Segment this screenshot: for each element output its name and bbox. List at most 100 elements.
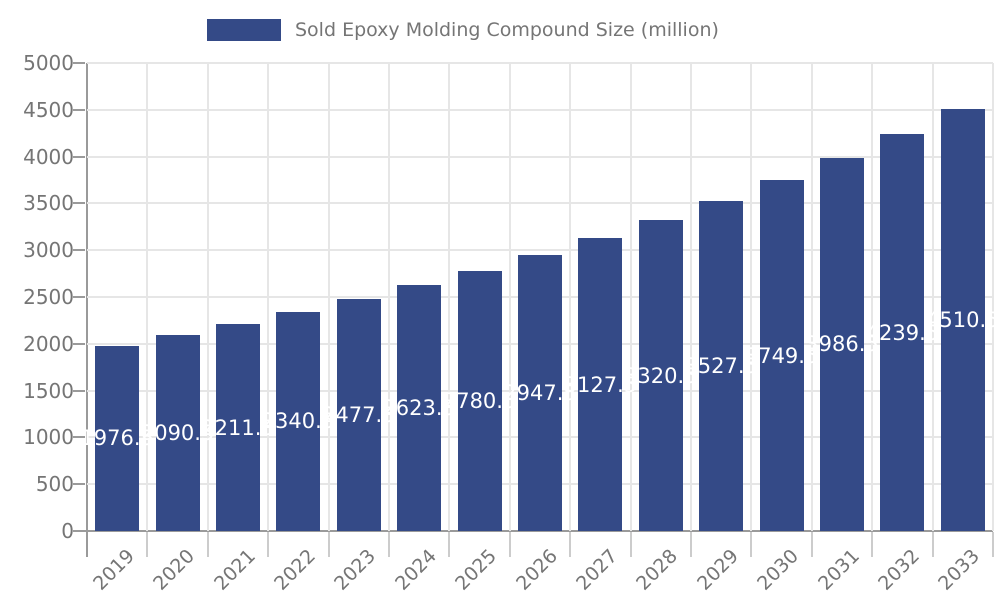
bar bbox=[95, 346, 140, 531]
x-tick-mark bbox=[388, 532, 390, 557]
y-tick-mark bbox=[73, 62, 85, 64]
y-tick-label: 2500 bbox=[23, 285, 74, 309]
bar bbox=[578, 238, 623, 531]
bar bbox=[336, 299, 381, 531]
y-tick-mark bbox=[73, 530, 85, 532]
v-gridline bbox=[448, 63, 451, 531]
x-tick-mark bbox=[267, 532, 270, 557]
x-tick-label: 2024 bbox=[391, 545, 441, 595]
y-tick-mark bbox=[73, 155, 85, 158]
x-tick-label: 2021 bbox=[209, 545, 260, 595]
plot-area: 1976.5 2090.5 2211.5 2340.5 2477.5 2623.5 2780… bbox=[80, 62, 1000, 531]
x-tick-mark bbox=[931, 532, 934, 557]
y-tick-mark bbox=[73, 202, 85, 205]
x-tick-label: 2030 bbox=[753, 545, 804, 595]
bar-value-label: 3986.5 bbox=[805, 332, 879, 357]
v-gridline bbox=[327, 63, 330, 531]
v-gridline bbox=[569, 63, 572, 531]
legend-label: Sold Epoxy Molding Compound Size (millio… bbox=[295, 19, 719, 41]
y-tick-label: 4000 bbox=[23, 144, 74, 169]
x-tick-label: 2033 bbox=[934, 545, 985, 595]
x-tick-label: 2032 bbox=[874, 545, 924, 595]
bar-value-label: 1976.5 bbox=[80, 426, 154, 451]
v-gridline bbox=[267, 63, 270, 531]
y-tick-label: 0 bbox=[61, 519, 74, 543]
bar-value-label: 2477.5 bbox=[322, 403, 396, 428]
v-gridline bbox=[388, 63, 390, 531]
v-gridline bbox=[206, 63, 209, 531]
bar-value-label: 2623.5 bbox=[382, 396, 456, 421]
x-tick-mark bbox=[810, 532, 813, 557]
bar-value-label: 3127.5 bbox=[563, 372, 638, 397]
bar-value-label: 3320.5 bbox=[624, 363, 698, 388]
x-tick-mark bbox=[992, 532, 994, 557]
bar bbox=[820, 157, 864, 531]
y-tick-label: 1000 bbox=[23, 425, 74, 450]
x-tick-mark bbox=[508, 532, 511, 557]
x-tick-label: 2019 bbox=[89, 545, 139, 595]
v-gridline bbox=[810, 63, 813, 531]
bar bbox=[155, 335, 200, 531]
v-gridline bbox=[690, 63, 692, 531]
x-tick-mark bbox=[146, 532, 149, 557]
x-tick-label: 2026 bbox=[511, 545, 562, 595]
bar-value-label: 2947.5 bbox=[503, 381, 577, 406]
y-tick-mark bbox=[73, 249, 85, 252]
x-tick-mark bbox=[750, 532, 753, 557]
bar-value-label: 2090.5 bbox=[140, 421, 215, 446]
x-tick-mark bbox=[569, 532, 572, 557]
bar bbox=[699, 200, 744, 531]
bar bbox=[457, 270, 502, 531]
x-tick-label: 2027 bbox=[572, 545, 622, 595]
y-tick-mark bbox=[73, 483, 85, 486]
v-gridline bbox=[931, 63, 934, 531]
x-tick-mark bbox=[629, 532, 632, 557]
h-gridline bbox=[87, 108, 993, 111]
h-gridline bbox=[87, 249, 993, 252]
v-gridline bbox=[992, 63, 994, 531]
x-tick-label: 2028 bbox=[632, 545, 683, 595]
x-tick-label: 2020 bbox=[149, 545, 200, 595]
v-gridline bbox=[146, 63, 149, 531]
y-tick-label: 1500 bbox=[23, 378, 74, 403]
h-gridline bbox=[87, 202, 993, 205]
legend-swatch bbox=[207, 19, 281, 41]
x-tick-mark bbox=[690, 532, 692, 557]
x-tick-mark bbox=[327, 532, 330, 557]
h-gridline bbox=[87, 62, 993, 64]
bar bbox=[276, 311, 321, 531]
bar bbox=[940, 108, 985, 531]
y-tick-label: 3500 bbox=[23, 191, 74, 216]
x-tick-label: 2029 bbox=[693, 545, 743, 595]
x-tick-mark bbox=[871, 532, 874, 557]
x-axis-line bbox=[73, 530, 993, 532]
y-axis-line bbox=[86, 63, 88, 557]
y-tick-label: 4500 bbox=[23, 97, 74, 122]
y-tick-label: 3000 bbox=[23, 238, 74, 263]
v-gridline bbox=[508, 63, 511, 531]
bar-value-label: 2211.5 bbox=[201, 415, 275, 440]
x-tick-mark bbox=[448, 532, 451, 557]
bar-value-label: 3749.5 bbox=[744, 343, 819, 368]
legend: Sold Epoxy Molding Compound Size (millio… bbox=[207, 19, 719, 41]
bar-value-label: 4239.5 bbox=[865, 320, 940, 345]
x-tick-label: 2023 bbox=[330, 545, 381, 595]
bar bbox=[759, 180, 804, 531]
bar bbox=[880, 134, 925, 531]
v-gridline bbox=[750, 63, 753, 531]
bar-value-label: 4510.5 bbox=[926, 307, 1000, 332]
y-tick-label: 500 bbox=[35, 472, 74, 497]
bar bbox=[638, 220, 683, 531]
v-gridline bbox=[629, 63, 632, 531]
y-tick-mark bbox=[73, 108, 85, 111]
h-gridline bbox=[87, 155, 993, 158]
v-gridline bbox=[871, 63, 874, 531]
y-tick-mark bbox=[73, 389, 85, 392]
bar-value-label: 2340.5 bbox=[261, 409, 336, 434]
y-tick-label: 5000 bbox=[23, 51, 74, 75]
y-tick-mark bbox=[73, 342, 85, 345]
bar-value-label: 3527.5 bbox=[684, 353, 758, 378]
bar bbox=[397, 285, 442, 531]
x-tick-label: 2025 bbox=[451, 545, 502, 595]
